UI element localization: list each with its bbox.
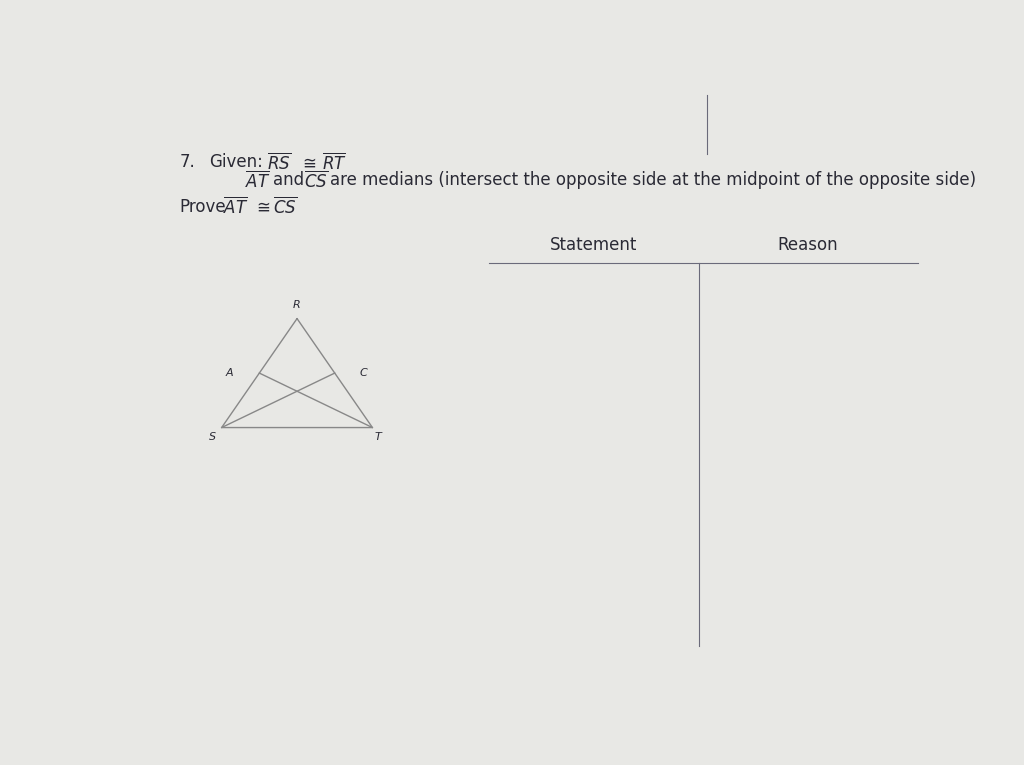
Text: $\overline{CS}$: $\overline{CS}$: [273, 196, 297, 217]
Text: A: A: [226, 369, 233, 379]
Text: 7.: 7.: [179, 154, 196, 171]
Text: Given:: Given:: [209, 154, 263, 171]
Text: $\overline{RS}$: $\overline{RS}$: [267, 152, 291, 173]
Text: and: and: [273, 171, 304, 189]
Text: Prove: Prove: [179, 197, 226, 216]
Text: $\cong$: $\cong$: [253, 197, 270, 216]
Text: $\overline{RT}$: $\overline{RT}$: [323, 152, 347, 173]
Text: $\overline{CS}$: $\overline{CS}$: [304, 170, 329, 190]
Text: C: C: [359, 369, 368, 379]
Text: T: T: [375, 431, 381, 441]
Text: $\overline{AT}$: $\overline{AT}$: [223, 196, 249, 217]
Text: Reason: Reason: [778, 236, 839, 254]
Text: Statement: Statement: [550, 236, 638, 254]
Text: $\cong$: $\cong$: [299, 154, 316, 171]
Text: R: R: [293, 300, 301, 310]
Text: $\overline{AT}$: $\overline{AT}$: [246, 170, 271, 190]
Text: S: S: [209, 431, 216, 441]
Text: are medians (intersect the opposite side at the midpoint of the opposite side): are medians (intersect the opposite side…: [330, 171, 976, 189]
